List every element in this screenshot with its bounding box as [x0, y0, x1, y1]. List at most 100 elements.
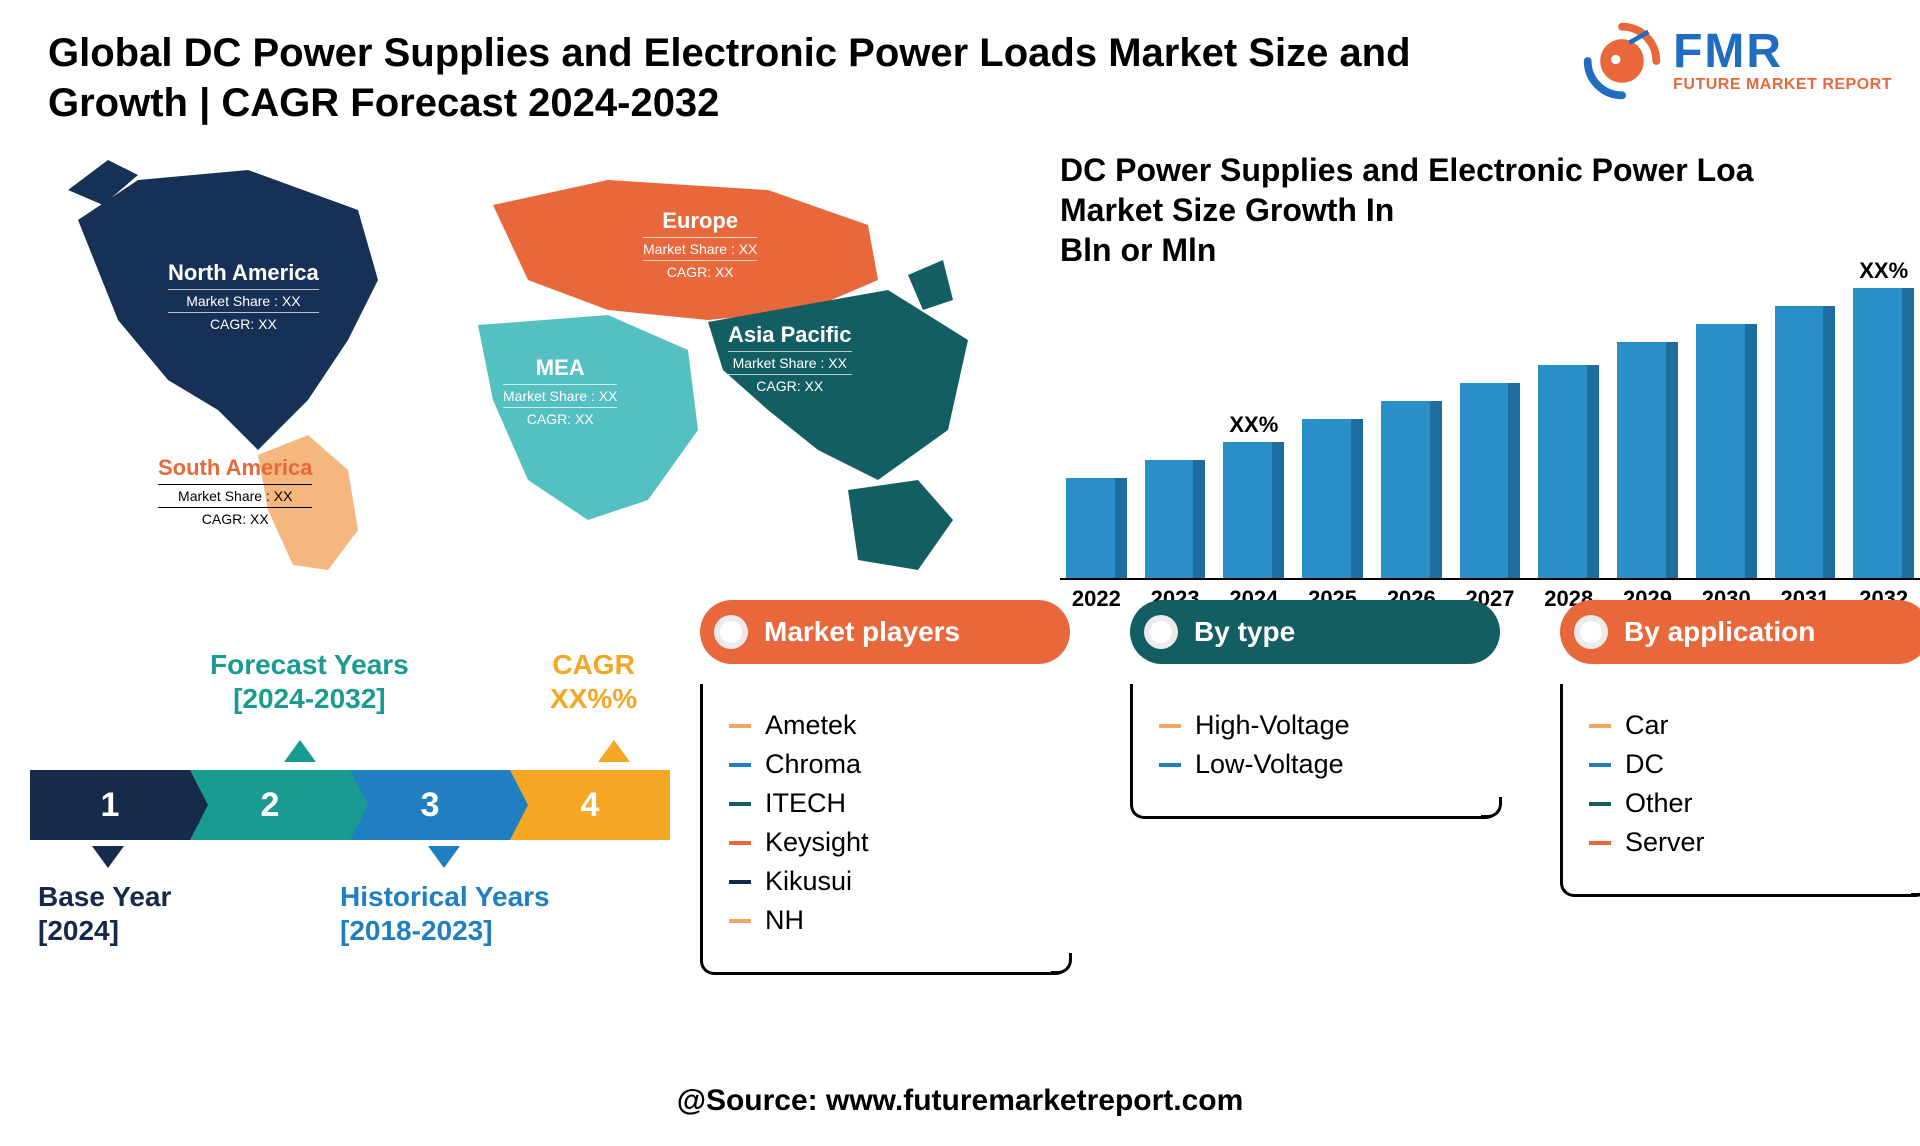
- segment-number: 3: [421, 786, 440, 825]
- card-by-application: By application Car DC Other Server: [1560, 600, 1920, 975]
- card-item-label: Low-Voltage: [1195, 749, 1344, 780]
- source-attribution: @Source: www.futuremarketreport.com: [677, 1084, 1244, 1118]
- world-map: North America Market Share : XX CAGR: XX…: [48, 150, 1008, 580]
- card-item: Other: [1589, 788, 1920, 819]
- historical-label: Historical Years [2018-2023]: [340, 880, 550, 947]
- triangle-down-icon: [428, 846, 460, 868]
- bullet-tick-icon: [729, 919, 751, 923]
- segment-number: 4: [581, 786, 600, 825]
- card-item: Keysight: [729, 827, 1060, 858]
- segment-number: 2: [261, 786, 280, 825]
- card-item-label: Other: [1625, 788, 1693, 819]
- bullet-tick-icon: [729, 763, 751, 767]
- card-body: Ametek Chroma ITECH Keysight Kikusui NH: [700, 684, 1070, 975]
- bar-rect: [1460, 383, 1521, 578]
- region-eu-label: Europe Market Share : XX CAGR: XX: [643, 208, 757, 280]
- card-by-type: By type High-Voltage Low-Voltage: [1130, 600, 1500, 975]
- card-item: Chroma: [729, 749, 1060, 780]
- bar-2031: 2031: [1775, 306, 1836, 578]
- bullet-tick-icon: [729, 880, 751, 884]
- base-year-label: Base Year [2024]: [38, 880, 171, 947]
- bar-rect: [1853, 288, 1914, 578]
- card-header: Market players: [700, 600, 1070, 664]
- growth-bar-chart: DC Power Supplies and Electronic Power L…: [1060, 150, 1920, 580]
- segment-cards: Market players Ametek Chroma ITECH Keysight K…: [700, 600, 1920, 975]
- bullet-tick-icon: [1589, 763, 1611, 767]
- bar-rect: [1538, 365, 1599, 578]
- bar-annotation: XX%: [1859, 258, 1908, 284]
- bullet-tick-icon: [1589, 724, 1611, 728]
- cagr-label: CAGR XX%%: [550, 648, 637, 715]
- region-ap-label: Asia Pacific Market Share : XX CAGR: XX: [728, 322, 852, 394]
- bar-2025: 2025: [1302, 419, 1363, 578]
- card-item-label: ITECH: [765, 788, 846, 819]
- card-item-label: DC: [1625, 749, 1664, 780]
- card-item: Ametek: [729, 710, 1060, 741]
- card-market-players: Market players Ametek Chroma ITECH Keysight K…: [700, 600, 1070, 975]
- bar-2024: 2024XX%: [1223, 442, 1284, 578]
- bar-rect: [1302, 419, 1363, 578]
- card-item: Low-Voltage: [1159, 749, 1490, 780]
- bar-rect: [1617, 342, 1678, 578]
- bullet-tick-icon: [729, 841, 751, 845]
- bar-rect: [1145, 460, 1206, 578]
- bullet-tick-icon: [729, 724, 751, 728]
- bar-2032: 2032XX%: [1853, 288, 1914, 578]
- logo-mark-icon: [1583, 22, 1661, 100]
- bullet-tick-icon: [1589, 802, 1611, 806]
- bar-2030: 2030: [1696, 324, 1757, 578]
- fmr-logo: FMR FUTURE MARKET REPORT: [1583, 22, 1892, 100]
- card-item-label: Keysight: [765, 827, 869, 858]
- card-item-label: Car: [1625, 710, 1669, 741]
- card-item-label: Chroma: [765, 749, 861, 780]
- card-item: Server: [1589, 827, 1920, 858]
- card-item-label: Ametek: [765, 710, 857, 741]
- bar-rect: [1223, 442, 1284, 578]
- triangle-up-icon: [284, 740, 316, 762]
- region-na-label: North America Market Share : XX CAGR: XX: [168, 260, 319, 332]
- card-item-label: Server: [1625, 827, 1705, 858]
- bar-2022: 2022: [1066, 478, 1127, 578]
- bar-2027: 2027: [1460, 383, 1521, 578]
- bar-2023: 2023: [1145, 460, 1206, 578]
- bar-rect: [1775, 306, 1836, 578]
- card-item: High-Voltage: [1159, 710, 1490, 741]
- bullet-tick-icon: [729, 802, 751, 806]
- bullet-tick-icon: [1159, 763, 1181, 767]
- card-item: DC: [1589, 749, 1920, 780]
- card-item-label: NH: [765, 905, 804, 936]
- timeline-segment-3: 3: [350, 770, 510, 840]
- card-body: High-Voltage Low-Voltage: [1130, 684, 1500, 819]
- bar-annotation: XX%: [1229, 412, 1278, 438]
- bar-2029: 2029: [1617, 342, 1678, 578]
- bar-2026: 2026: [1381, 401, 1442, 578]
- card-item: ITECH: [729, 788, 1060, 819]
- card-item-label: Kikusui: [765, 866, 852, 897]
- card-body: Car DC Other Server: [1560, 684, 1920, 897]
- card-item: Kikusui: [729, 866, 1060, 897]
- bullet-tick-icon: [1159, 724, 1181, 728]
- triangle-up-icon: [598, 740, 630, 762]
- years-timeline: Forecast Years [2024-2032] CAGR XX%% 1 2 3…: [30, 610, 670, 960]
- card-header: By application: [1560, 600, 1920, 664]
- forecast-label: Forecast Years [2024-2032]: [210, 648, 409, 715]
- timeline-segment-2: 2: [190, 770, 350, 840]
- bar-rect: [1381, 401, 1442, 578]
- page-title: Global DC Power Supplies and Electronic …: [48, 28, 1508, 128]
- logo-acronym: FMR: [1673, 28, 1892, 76]
- region-sa-label: South America Market Share : XX CAGR: XX: [158, 455, 312, 527]
- card-item: Car: [1589, 710, 1920, 741]
- bar-2028: 2028: [1538, 365, 1599, 578]
- bar-rect: [1066, 478, 1127, 578]
- chart-title: DC Power Supplies and Electronic Power L…: [1060, 150, 1920, 270]
- bar-rect: [1696, 324, 1757, 578]
- timeline-segment-1: 1: [30, 770, 190, 840]
- triangle-down-icon: [92, 846, 124, 868]
- card-item: NH: [729, 905, 1060, 936]
- logo-fullname: FUTURE MARKET REPORT: [1673, 76, 1892, 94]
- timeline-track: 1 2 3 4: [30, 770, 670, 840]
- card-item-label: High-Voltage: [1195, 710, 1350, 741]
- segment-number: 1: [101, 786, 120, 825]
- card-header: By type: [1130, 600, 1500, 664]
- bullet-tick-icon: [1589, 841, 1611, 845]
